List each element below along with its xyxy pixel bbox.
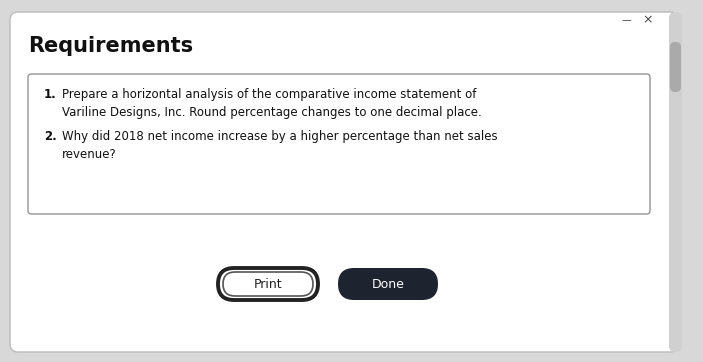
Text: —: — [621,15,631,25]
FancyBboxPatch shape [338,268,438,300]
FancyBboxPatch shape [218,268,318,300]
Text: Done: Done [372,278,404,290]
Text: Print: Print [254,278,283,290]
Text: Why did 2018 net income increase by a higher percentage than net sales: Why did 2018 net income increase by a hi… [62,130,498,143]
Text: Prepare a horizontal analysis of the comparative income statement of: Prepare a horizontal analysis of the com… [62,88,477,101]
Text: 1.: 1. [44,88,57,101]
Text: Variline Designs, Inc. Round percentage changes to one decimal place.: Variline Designs, Inc. Round percentage … [62,106,482,119]
Text: Requirements: Requirements [28,36,193,56]
Text: revenue?: revenue? [62,148,117,161]
FancyBboxPatch shape [10,12,678,352]
FancyBboxPatch shape [28,74,650,214]
Text: 2.: 2. [44,130,57,143]
FancyBboxPatch shape [669,12,682,352]
FancyBboxPatch shape [223,272,313,296]
FancyBboxPatch shape [670,42,681,92]
Text: ×: × [643,13,653,26]
